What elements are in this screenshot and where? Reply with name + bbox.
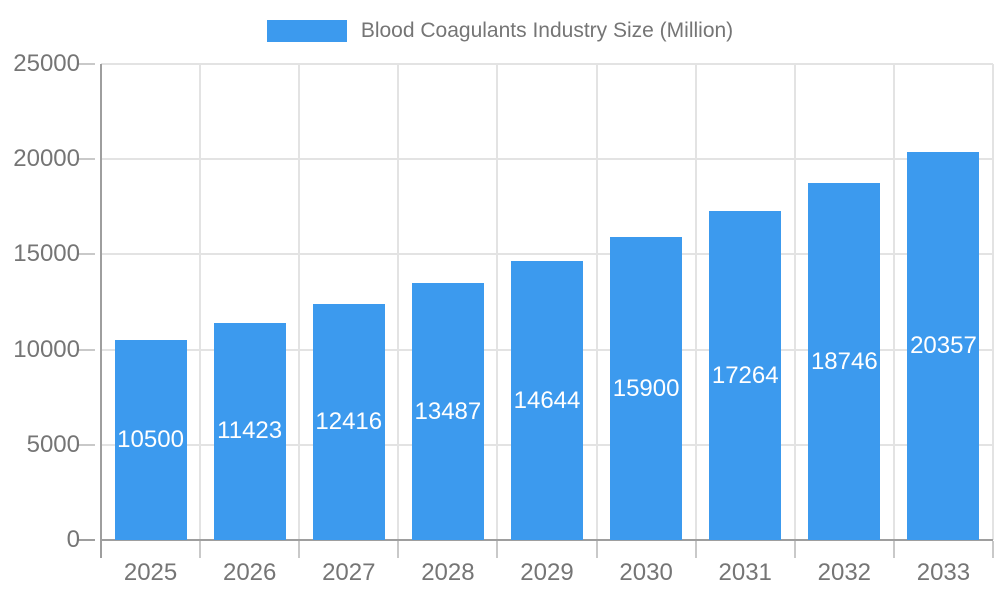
- bar-2031: 17264: [709, 211, 782, 540]
- bar-2030: 15900: [610, 237, 683, 540]
- x-axis-tick: [595, 541, 598, 558]
- y-axis-tick: [77, 253, 95, 256]
- bar-value-label: 15900: [612, 374, 680, 402]
- x-axis-tick: [397, 541, 400, 558]
- y-axis-label: 10000: [13, 335, 80, 363]
- gridline-vertical: [397, 64, 400, 540]
- x-axis-label: 2028: [421, 559, 475, 586]
- x-axis-label: 2030: [619, 559, 673, 586]
- y-axis-tick: [77, 63, 95, 65]
- y-axis-tick: [77, 539, 95, 541]
- gridline-vertical: [694, 64, 697, 540]
- bar-value-label: 12416: [315, 407, 383, 435]
- bar-2028: 13487: [411, 283, 484, 540]
- x-axis-label: 2032: [817, 559, 872, 586]
- x-axis-tick: [496, 541, 499, 558]
- x-axis-label: 2031: [718, 559, 772, 586]
- bar-value-label: 18746: [810, 347, 878, 375]
- legend-color-swatch-icon: [266, 20, 347, 42]
- bar-2029: 14644: [511, 261, 583, 540]
- bar-value-label: 13487: [414, 397, 482, 425]
- gridline-horizontal: [101, 158, 993, 161]
- y-axis-label: 5000: [26, 430, 80, 458]
- gridline-vertical: [892, 64, 895, 540]
- x-axis-line: [100, 539, 993, 541]
- bar-value-label: 10500: [117, 426, 184, 454]
- x-axis-tick: [892, 541, 895, 558]
- y-axis-tick: [77, 348, 95, 351]
- bar-2027: 12416: [312, 303, 385, 540]
- x-axis-label: 2026: [222, 559, 277, 586]
- bar-value-label: 20357: [910, 332, 977, 360]
- y-axis-label: 15000: [13, 240, 80, 268]
- x-axis-tick: [298, 541, 301, 558]
- gridline-horizontal: [101, 253, 993, 256]
- gridline-vertical: [496, 64, 499, 540]
- x-axis-tick: [992, 541, 994, 558]
- bar-2032: 18746: [808, 183, 881, 540]
- x-axis-tick: [793, 541, 796, 558]
- x-axis-label: 2033: [916, 559, 971, 586]
- legend: Blood Coagulants Industry Size (Million): [0, 14, 1000, 48]
- gridline-vertical: [298, 64, 301, 540]
- bar-value-label: 11423: [217, 417, 283, 445]
- y-axis-tick: [77, 443, 95, 446]
- x-axis-tick: [100, 541, 102, 558]
- gridline-vertical: [793, 64, 796, 540]
- y-axis-label: 0: [66, 526, 80, 553]
- bar-2025: 10500: [114, 340, 187, 540]
- bar-2026: 11423: [213, 322, 286, 540]
- gridline-horizontal: [101, 63, 993, 65]
- bar-value-label: 14644: [513, 386, 581, 414]
- gridline-vertical: [199, 64, 202, 540]
- legend-label: Blood Coagulants Industry Size (Million): [360, 19, 734, 42]
- bar-value-label: 17264: [711, 361, 779, 389]
- gridline-vertical: [992, 64, 994, 540]
- x-axis-tick: [694, 541, 697, 558]
- y-axis-label: 20000: [13, 145, 80, 173]
- bar-2033: 20357: [907, 152, 980, 540]
- x-axis-label: 2029: [520, 559, 574, 586]
- y-axis-tick: [77, 158, 95, 161]
- y-axis-line: [100, 64, 102, 542]
- x-axis-tick: [199, 541, 202, 558]
- y-axis-label: 25000: [13, 50, 80, 77]
- x-axis-label: 2025: [123, 559, 178, 586]
- x-axis-label: 2027: [322, 559, 376, 586]
- gridline-vertical: [595, 64, 598, 540]
